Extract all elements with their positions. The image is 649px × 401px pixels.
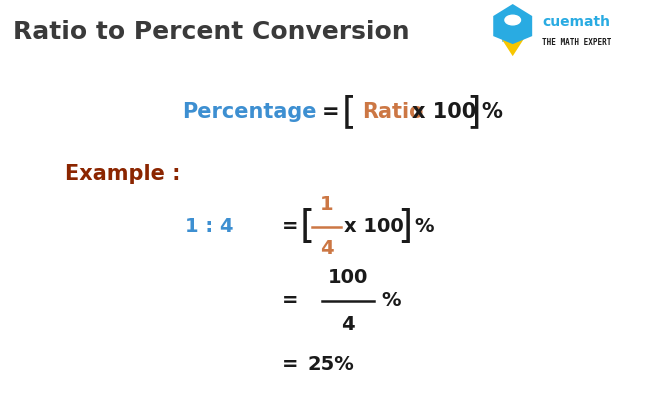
Text: Ratio: Ratio — [362, 102, 424, 122]
Text: %: % — [414, 217, 434, 236]
Polygon shape — [500, 36, 526, 56]
Text: 4: 4 — [341, 314, 354, 334]
Text: 1: 1 — [320, 195, 333, 214]
Text: %: % — [381, 291, 400, 310]
Text: x 100: x 100 — [344, 217, 404, 236]
Text: 25%: 25% — [308, 355, 354, 375]
Text: %: % — [482, 102, 502, 122]
Text: 1 : 4: 1 : 4 — [185, 217, 234, 236]
Polygon shape — [493, 4, 532, 44]
Text: =: = — [282, 355, 299, 375]
Text: 100: 100 — [328, 268, 368, 287]
Text: =: = — [282, 217, 299, 236]
Text: ]: ] — [397, 208, 412, 245]
Text: [: [ — [342, 94, 357, 130]
Text: [: [ — [300, 208, 315, 245]
Circle shape — [505, 15, 520, 25]
Text: cuemath: cuemath — [542, 15, 610, 29]
Text: x 100: x 100 — [412, 102, 476, 122]
Text: ]: ] — [466, 94, 481, 130]
Text: =: = — [321, 102, 339, 122]
Text: =: = — [282, 291, 299, 310]
Text: THE MATH EXPERT: THE MATH EXPERT — [542, 38, 611, 47]
Text: 4: 4 — [320, 239, 333, 258]
Text: Percentage: Percentage — [182, 102, 316, 122]
Text: Ratio to Percent Conversion: Ratio to Percent Conversion — [13, 20, 410, 44]
Text: Example :: Example : — [65, 164, 180, 184]
